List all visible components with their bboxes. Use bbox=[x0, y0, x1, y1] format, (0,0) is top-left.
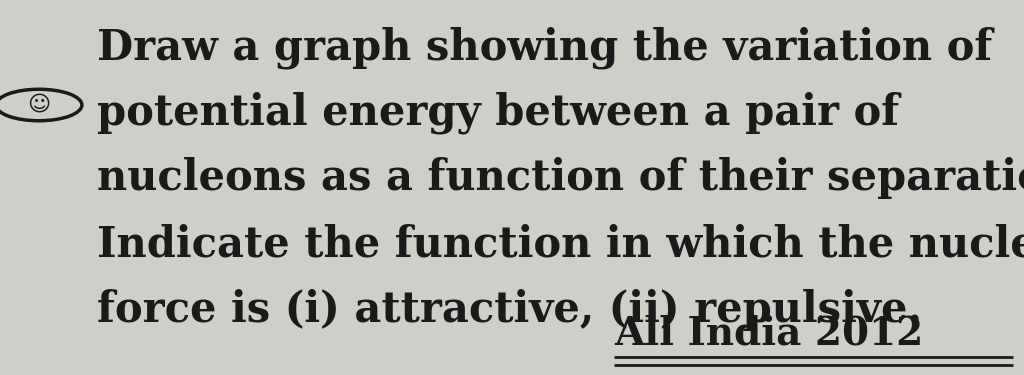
Text: nucleons as a function of their separation.: nucleons as a function of their separati… bbox=[97, 158, 1024, 200]
Text: Draw a graph showing the variation of: Draw a graph showing the variation of bbox=[97, 26, 992, 69]
Text: potential energy between a pair of: potential energy between a pair of bbox=[97, 92, 899, 134]
Text: force is (i) attractive, (ii) repulsive.: force is (i) attractive, (ii) repulsive. bbox=[97, 289, 923, 331]
Text: ☺: ☺ bbox=[28, 95, 50, 115]
Text: Indicate the function in which the nuclear: Indicate the function in which the nucle… bbox=[97, 223, 1024, 265]
Text: All India 2012: All India 2012 bbox=[614, 315, 924, 352]
